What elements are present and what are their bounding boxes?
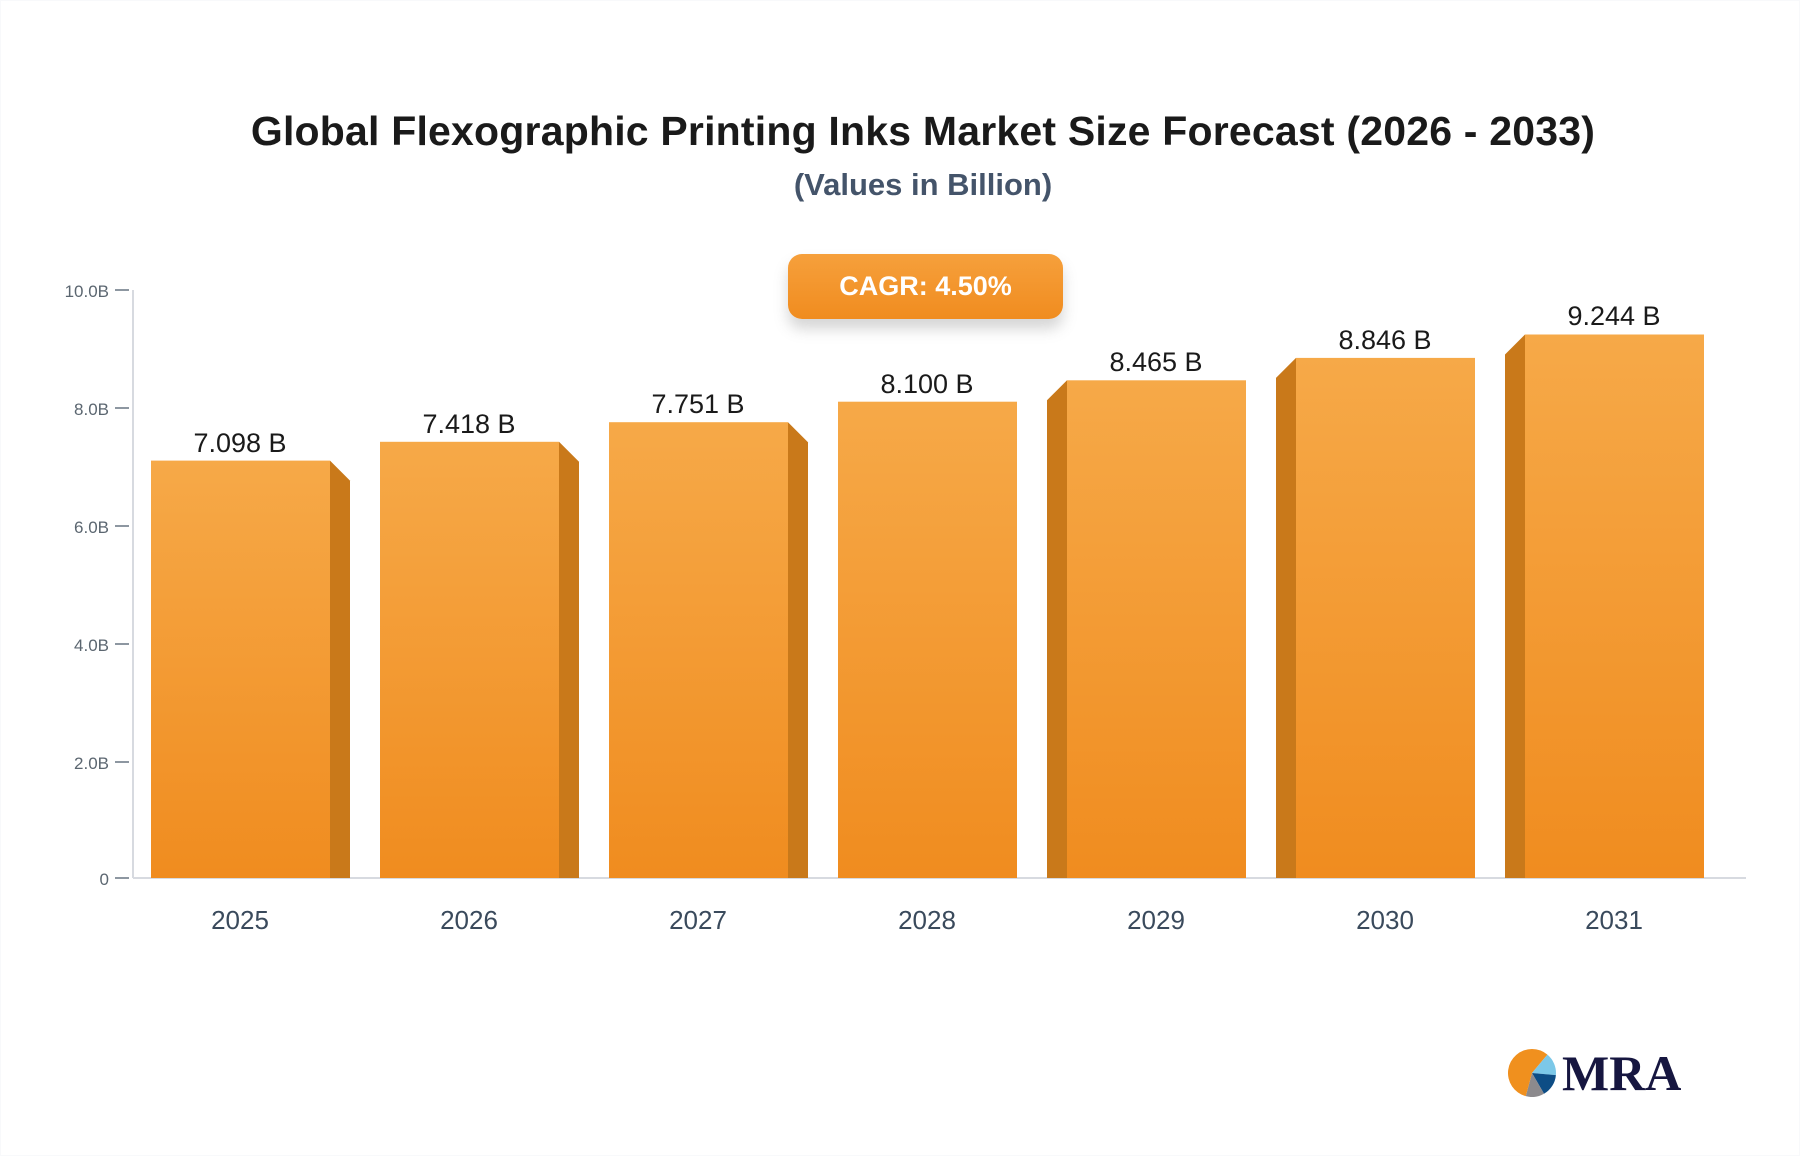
svg-text:6.0B: 6.0B [74, 518, 109, 537]
svg-text:9.244 B: 9.244 B [1567, 301, 1660, 331]
svg-text:2026: 2026 [440, 905, 498, 935]
svg-text:2028: 2028 [898, 905, 956, 935]
svg-text:2027: 2027 [669, 905, 727, 935]
svg-text:7.751 B: 7.751 B [651, 389, 744, 419]
svg-text:8.465 B: 8.465 B [1109, 347, 1202, 377]
svg-text:10.0B: 10.0B [65, 282, 109, 301]
svg-text:2029: 2029 [1127, 905, 1185, 935]
svg-text:7.418 B: 7.418 B [422, 409, 515, 439]
svg-text:8.846 B: 8.846 B [1338, 325, 1431, 355]
svg-text:7.098 B: 7.098 B [193, 428, 286, 458]
svg-text:4.0B: 4.0B [74, 636, 109, 655]
svg-text:2025: 2025 [211, 905, 269, 935]
svg-text:8.0B: 8.0B [74, 400, 109, 419]
svg-text:8.100 B: 8.100 B [880, 369, 973, 399]
svg-text:2.0B: 2.0B [74, 754, 109, 773]
svg-text:0: 0 [100, 870, 109, 889]
svg-text:2031: 2031 [1585, 905, 1643, 935]
svg-text:2030: 2030 [1356, 905, 1414, 935]
